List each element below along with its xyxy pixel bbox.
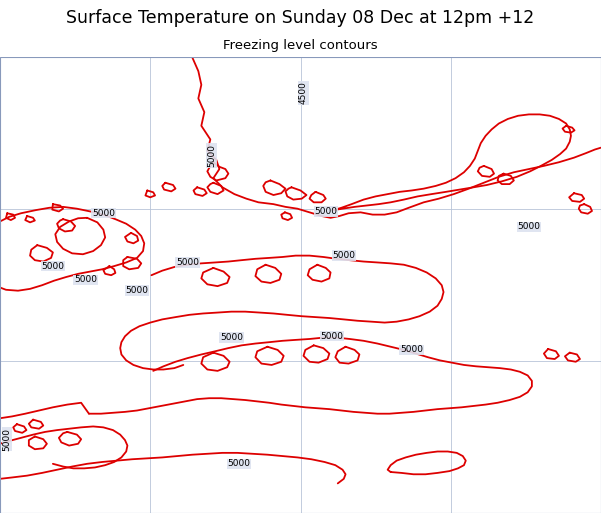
- Text: 5000: 5000: [126, 286, 148, 295]
- Text: 5000: 5000: [41, 262, 64, 270]
- Text: 5000: 5000: [3, 428, 11, 451]
- Text: Surface Temperature on Sunday 08 Dec at 12pm +12: Surface Temperature on Sunday 08 Dec at …: [66, 9, 535, 27]
- Text: 5000: 5000: [320, 332, 343, 341]
- Text: 5000: 5000: [332, 251, 355, 260]
- Text: 5000: 5000: [220, 333, 243, 342]
- Text: 5000: 5000: [400, 345, 423, 354]
- Text: 5000: 5000: [74, 275, 97, 284]
- Text: 5000: 5000: [517, 223, 540, 231]
- Text: 5000: 5000: [176, 258, 199, 267]
- Text: 5000: 5000: [314, 207, 337, 216]
- Text: 5000: 5000: [228, 459, 251, 468]
- Text: Freezing level contours: Freezing level contours: [223, 40, 378, 52]
- Text: 5000: 5000: [92, 209, 115, 218]
- Text: 4500: 4500: [299, 82, 308, 105]
- Text: 5000: 5000: [207, 144, 216, 167]
